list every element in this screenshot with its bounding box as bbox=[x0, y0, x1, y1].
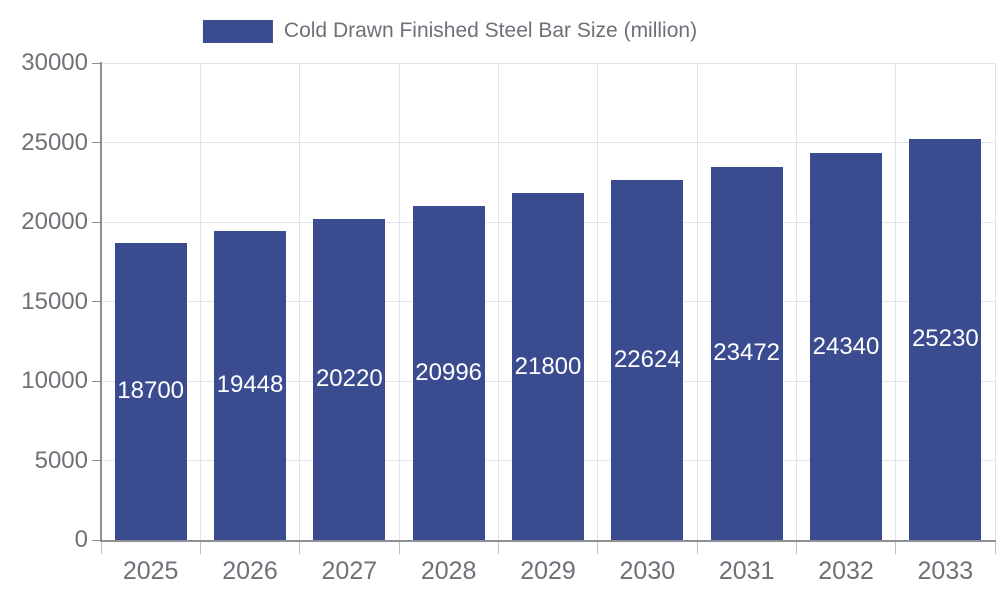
x-axis-tick bbox=[199, 542, 201, 554]
bar-value-label: 23472 bbox=[713, 339, 781, 367]
y-axis-tick-label: 20000 bbox=[21, 208, 88, 235]
y-axis-tick bbox=[92, 301, 101, 302]
x-axis-tick-label: 2028 bbox=[420, 557, 477, 585]
bar-value-label: 19448 bbox=[216, 371, 284, 399]
y-axis-tick-label: 5000 bbox=[34, 446, 88, 474]
x-axis-tick bbox=[497, 542, 499, 554]
y-axis-tick bbox=[92, 62, 101, 64]
y-axis-tick bbox=[92, 380, 101, 382]
x-axis-tick-label: 2030 bbox=[619, 557, 676, 585]
x-axis-tick-label: 2033 bbox=[917, 557, 974, 585]
v-gridline bbox=[795, 63, 797, 540]
x-axis-tick bbox=[597, 542, 599, 554]
bar[interactable]: 24340 bbox=[810, 153, 882, 540]
x-axis-line bbox=[100, 540, 996, 542]
v-gridline bbox=[994, 63, 996, 540]
h-gridline bbox=[101, 142, 995, 143]
bar-value-label: 20220 bbox=[315, 365, 383, 393]
bar[interactable]: 25230 bbox=[909, 138, 982, 540]
v-gridline bbox=[299, 63, 301, 540]
y-axis-tick-label: 10000 bbox=[21, 367, 88, 394]
bars-layer: 18700 19448 20220 20996 21800 22624 23472 24340… bbox=[101, 63, 995, 540]
legend-swatch-icon bbox=[202, 19, 273, 43]
y-axis-tick-label: 15000 bbox=[21, 287, 88, 315]
bar[interactable]: 23472 bbox=[710, 166, 783, 540]
bar[interactable]: 22624 bbox=[611, 180, 684, 540]
bar[interactable]: 20996 bbox=[412, 206, 485, 540]
v-gridline bbox=[895, 63, 897, 540]
x-axis-tick-label: 2025 bbox=[122, 557, 179, 585]
y-axis-tick bbox=[92, 221, 101, 223]
v-gridline bbox=[398, 63, 400, 540]
x-axis-tick-label: 2031 bbox=[718, 557, 775, 585]
legend-label: Cold Drawn Finished Steel Bar Size (mill… bbox=[283, 19, 698, 42]
x-axis-tick bbox=[994, 542, 996, 554]
bar-value-label: 22624 bbox=[613, 346, 681, 374]
y-axis-tick-label: 30000 bbox=[21, 49, 88, 76]
y-axis-tick bbox=[92, 460, 101, 461]
x-axis-tick bbox=[895, 542, 897, 554]
bar-value-label: 18700 bbox=[117, 377, 185, 405]
bar-value-label: 25230 bbox=[911, 325, 979, 353]
x-axis-tick-label: 2026 bbox=[222, 557, 278, 585]
h-gridline bbox=[101, 62, 995, 64]
x-axis-tick bbox=[299, 542, 301, 554]
x-axis-tick-label: 2032 bbox=[818, 557, 874, 585]
y-axis-tick bbox=[92, 539, 101, 541]
x-axis-tick bbox=[696, 542, 698, 554]
x-axis-tick bbox=[100, 542, 102, 554]
y-axis-tick bbox=[92, 142, 101, 143]
y-axis-tick-label: 25000 bbox=[21, 128, 88, 156]
y-axis-tick-label: 0 bbox=[74, 526, 88, 553]
plot-area: 18700 19448 20220 20996 21800 22624 23472 24340… bbox=[101, 62, 996, 540]
v-gridline bbox=[497, 63, 499, 540]
x-axis-tick-label: 2027 bbox=[321, 557, 378, 585]
bar-value-label: 24340 bbox=[812, 332, 880, 360]
bar[interactable]: 18700 bbox=[114, 242, 187, 540]
chart-legend[interactable]: Cold Drawn Finished Steel Bar Size (mill… bbox=[202, 19, 698, 43]
v-gridline bbox=[199, 63, 201, 540]
v-gridline bbox=[597, 63, 599, 540]
x-axis-tick bbox=[795, 542, 797, 554]
v-gridline bbox=[696, 63, 698, 540]
bar-value-label: 20996 bbox=[415, 359, 483, 387]
bar[interactable]: 21800 bbox=[512, 193, 584, 540]
bar[interactable]: 20220 bbox=[313, 218, 386, 540]
bar[interactable]: 19448 bbox=[214, 230, 286, 540]
x-axis-tick-label: 2029 bbox=[520, 557, 576, 585]
bar-value-label: 21800 bbox=[514, 352, 582, 380]
x-axis-tick bbox=[398, 542, 400, 554]
